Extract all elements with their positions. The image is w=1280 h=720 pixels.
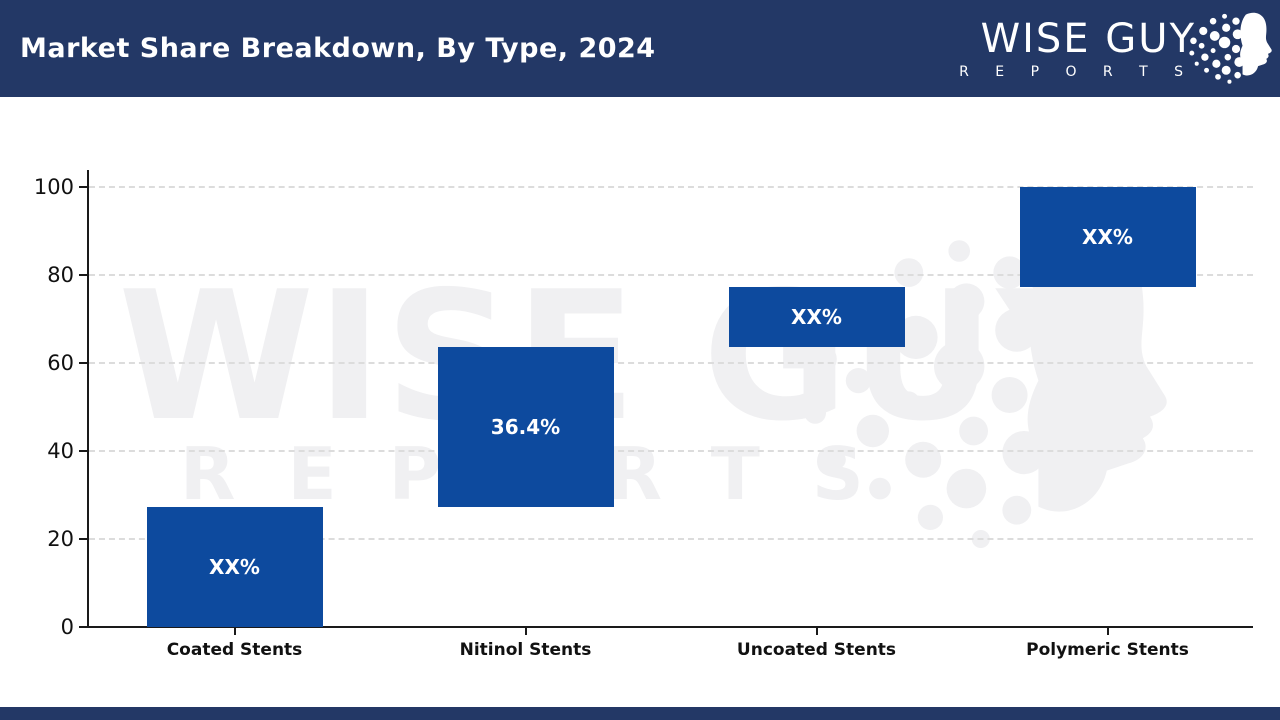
x-axis-line (87, 626, 1253, 628)
y-tick-mark-80 (79, 274, 87, 276)
y-tick-label-0: 0 (60, 615, 74, 639)
y-tick-label-80: 80 (47, 263, 74, 287)
logo-reports-text: R E P O R T S (959, 63, 1194, 80)
y-tick-mark-40 (79, 450, 87, 452)
gridline-100 (89, 186, 1253, 188)
gridline-40 (89, 450, 1253, 452)
x-axis-label-polymeric-stents: Polymeric Stents (1026, 640, 1189, 660)
logo-face-icon (1189, 12, 1272, 84)
bar-uncoated-stents: XX% (728, 286, 905, 347)
y-tick-label-40: 40 (47, 439, 74, 463)
x-tick-mark-3 (815, 628, 818, 635)
x-axis-label-uncoated-stents: Uncoated Stents (736, 640, 897, 660)
x-axis-label-nitinol-stents: Nitinol Stents (459, 640, 592, 660)
x-axis-label-coated-stents: Coated Stents (166, 640, 303, 660)
logo-wiseguy-text: WISE GUY (980, 15, 1196, 62)
bar-value-label: 36.4% (490, 414, 561, 439)
bar-polymeric-stents: XX% (1019, 187, 1196, 287)
y-tick-label-60: 60 (47, 351, 74, 375)
bar-nitinol-stents: 36.4% (437, 346, 614, 507)
y-tick-label-100: 100 (33, 175, 74, 199)
header-bar: Market Share Breakdown, By Type, 2024 WI… (0, 0, 1280, 97)
y-tick-mark-60 (79, 362, 87, 364)
gridline-20 (89, 538, 1253, 540)
y-tick-label-20: 20 (47, 527, 74, 551)
bar-value-label: XX% (791, 304, 842, 329)
y-axis-line (87, 170, 89, 627)
wiseguy-logo: WISE GUY R E P O R T S (959, 8, 1272, 90)
bar-value-label: XX% (1082, 224, 1133, 249)
x-tick-mark-4 (1106, 628, 1109, 635)
footer-bar (0, 707, 1280, 720)
gridline-80 (89, 274, 1253, 276)
x-tick-mark-1 (233, 628, 236, 635)
y-tick-mark-20 (79, 538, 87, 540)
y-tick-mark-100 (79, 186, 87, 188)
x-tick-mark-2 (524, 628, 527, 635)
chart-title: Market Share Breakdown, By Type, 2024 (20, 33, 656, 64)
bar-coated-stents: XX% (146, 506, 323, 627)
y-tick-mark-0 (79, 626, 87, 628)
gridline-60 (89, 362, 1253, 364)
bar-value-label: XX% (209, 554, 260, 579)
